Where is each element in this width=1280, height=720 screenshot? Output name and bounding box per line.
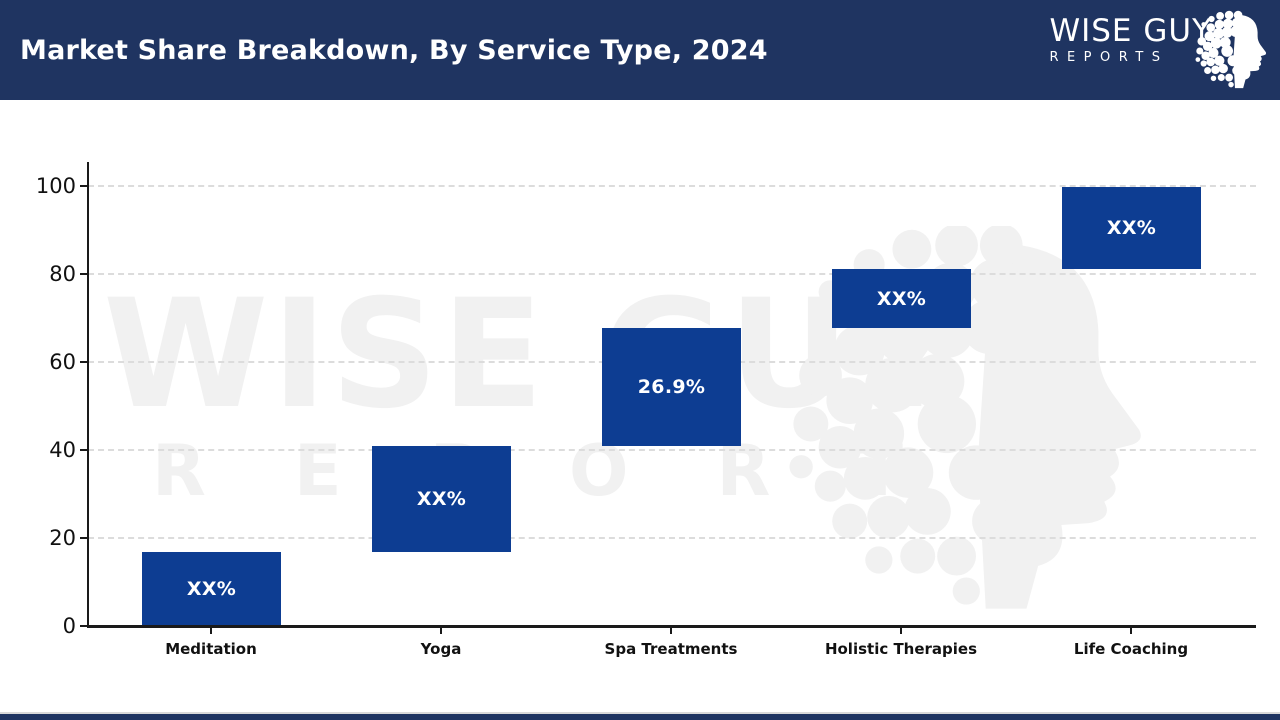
- bar-spa-treatments: 26.9%: [602, 328, 741, 446]
- bar-value-label: XX%: [1106, 217, 1157, 239]
- x-category-label: Life Coaching: [1073, 640, 1189, 658]
- x-tick-0: [210, 628, 212, 634]
- y-tick-80: [80, 273, 88, 275]
- x-category-label: Spa Treatments: [604, 640, 738, 658]
- gridline-40: [88, 449, 1256, 451]
- gridline-20: [88, 537, 1256, 539]
- brand-subname: REPORTS: [1049, 50, 1169, 65]
- x-category-label: Yoga: [420, 640, 462, 658]
- y-tick-20: [80, 537, 88, 539]
- x-tick-2: [670, 628, 672, 634]
- bar-value-label: XX%: [876, 287, 927, 310]
- y-tick-label-60: 60: [49, 350, 76, 374]
- y-tick-label-100: 100: [35, 174, 76, 198]
- x-category-label: Holistic Therapies: [824, 640, 978, 658]
- y-tick-label-0: 0: [62, 614, 76, 638]
- chart-title: Market Share Breakdown, By Service Type,…: [20, 34, 768, 66]
- x-tick-1: [440, 628, 442, 634]
- gridline-100: [88, 185, 1256, 187]
- x-category-label: Meditation: [165, 640, 257, 658]
- bar-yoga: XX%: [372, 446, 511, 552]
- y-tick-label-20: 20: [49, 526, 76, 550]
- chart-plot-area: WISE GUY REPORTS: [0, 100, 1280, 712]
- bar-value-label: 26.9%: [637, 376, 706, 398]
- brand-logo: WISE GUY REPORTS: [1049, 14, 1212, 66]
- brand-head-icon: [1195, 10, 1267, 89]
- footer-bar: [0, 712, 1280, 720]
- header-banner: Market Share Breakdown, By Service Type,…: [0, 0, 1280, 100]
- bar-life-coaching: XX%: [1062, 187, 1201, 269]
- gridline-80: [88, 273, 1256, 275]
- watermark-head-icon: [789, 226, 1141, 609]
- y-tick-0: [80, 625, 88, 627]
- x-tick-4: [1130, 628, 1132, 634]
- y-tick-40: [80, 449, 88, 451]
- y-tick-label-80: 80: [49, 262, 76, 286]
- y-tick-label-40: 40: [49, 438, 76, 462]
- bar-value-label: XX%: [416, 488, 467, 510]
- x-axis-line: [87, 625, 1256, 628]
- y-axis-line: [87, 162, 89, 628]
- bar-meditation: XX%: [142, 552, 281, 626]
- bar-holistic-therapies: XX%: [832, 269, 971, 328]
- y-tick-100: [80, 185, 88, 187]
- y-tick-60: [80, 361, 88, 363]
- brand-name: WISE GUY: [1049, 13, 1212, 49]
- bar-value-label: XX%: [186, 578, 237, 600]
- x-tick-3: [900, 628, 902, 634]
